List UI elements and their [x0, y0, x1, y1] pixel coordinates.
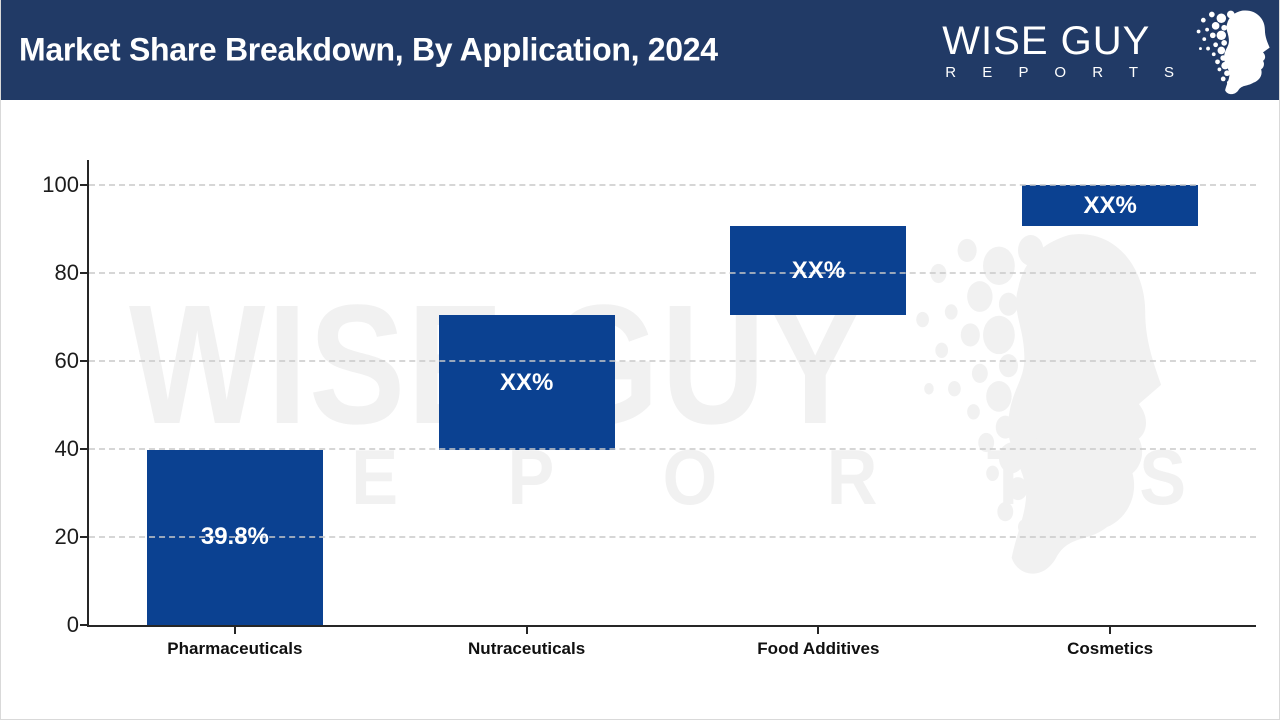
bar-food-additives	[730, 226, 907, 316]
y-tick-label: 60	[54, 348, 79, 373]
gridline-80	[89, 272, 1256, 274]
x-axis-line	[87, 625, 1256, 627]
y-axis-tick	[80, 448, 88, 450]
y-axis-tick	[80, 536, 88, 538]
chart-title: Market Share Breakdown, By Application, …	[19, 31, 718, 68]
header-band: Market Share Breakdown, By Application, …	[1, 0, 1279, 100]
y-tick-label: 20	[54, 524, 79, 549]
y-axis-tick	[80, 184, 88, 186]
x-axis-tick	[817, 627, 820, 634]
category-label-cosmetics: Cosmetics	[1067, 639, 1154, 658]
x-axis-tick	[1109, 627, 1112, 634]
y-tick-label: 40	[54, 436, 79, 461]
bar-value-label: XX%	[1083, 191, 1137, 219]
y-axis-tick	[80, 360, 88, 362]
logo-dot-head-icon	[1179, 5, 1275, 95]
category-label-pharmaceuticals: Pharmaceuticals	[167, 639, 303, 658]
bar-value-label: 39.8%	[200, 523, 269, 551]
bar-nutraceuticals	[438, 315, 615, 450]
y-tick-label: 100	[42, 172, 79, 197]
gridline-60	[89, 360, 1256, 362]
x-axis-tick	[525, 627, 528, 634]
bar-value-label: XX%	[791, 256, 846, 284]
category-label-nutraceuticals: Nutraceuticals	[468, 639, 586, 658]
logo-wordmark: WISE GUY	[942, 18, 1151, 63]
logo-reports-text: R E P O R T S	[945, 63, 1185, 81]
bar-cosmetics	[1022, 185, 1199, 227]
gridline-20	[89, 536, 1256, 538]
x-axis-tick	[233, 627, 236, 634]
logo-text: WISE GUY R E P O R T S	[942, 21, 1185, 80]
y-axis-tick	[80, 272, 88, 274]
gridline-100	[89, 184, 1256, 186]
y-axis-tick	[80, 624, 88, 626]
wise-guy-reports-logo: WISE GUY R E P O R T S	[942, 4, 1275, 96]
gridline-40	[89, 448, 1256, 450]
y-tick-label: 0	[66, 612, 79, 637]
y-axis-line	[87, 160, 89, 627]
y-tick-label: 80	[54, 260, 79, 285]
bar-value-label: XX%	[499, 368, 554, 396]
category-label-food-additives: Food Additives	[757, 639, 880, 658]
